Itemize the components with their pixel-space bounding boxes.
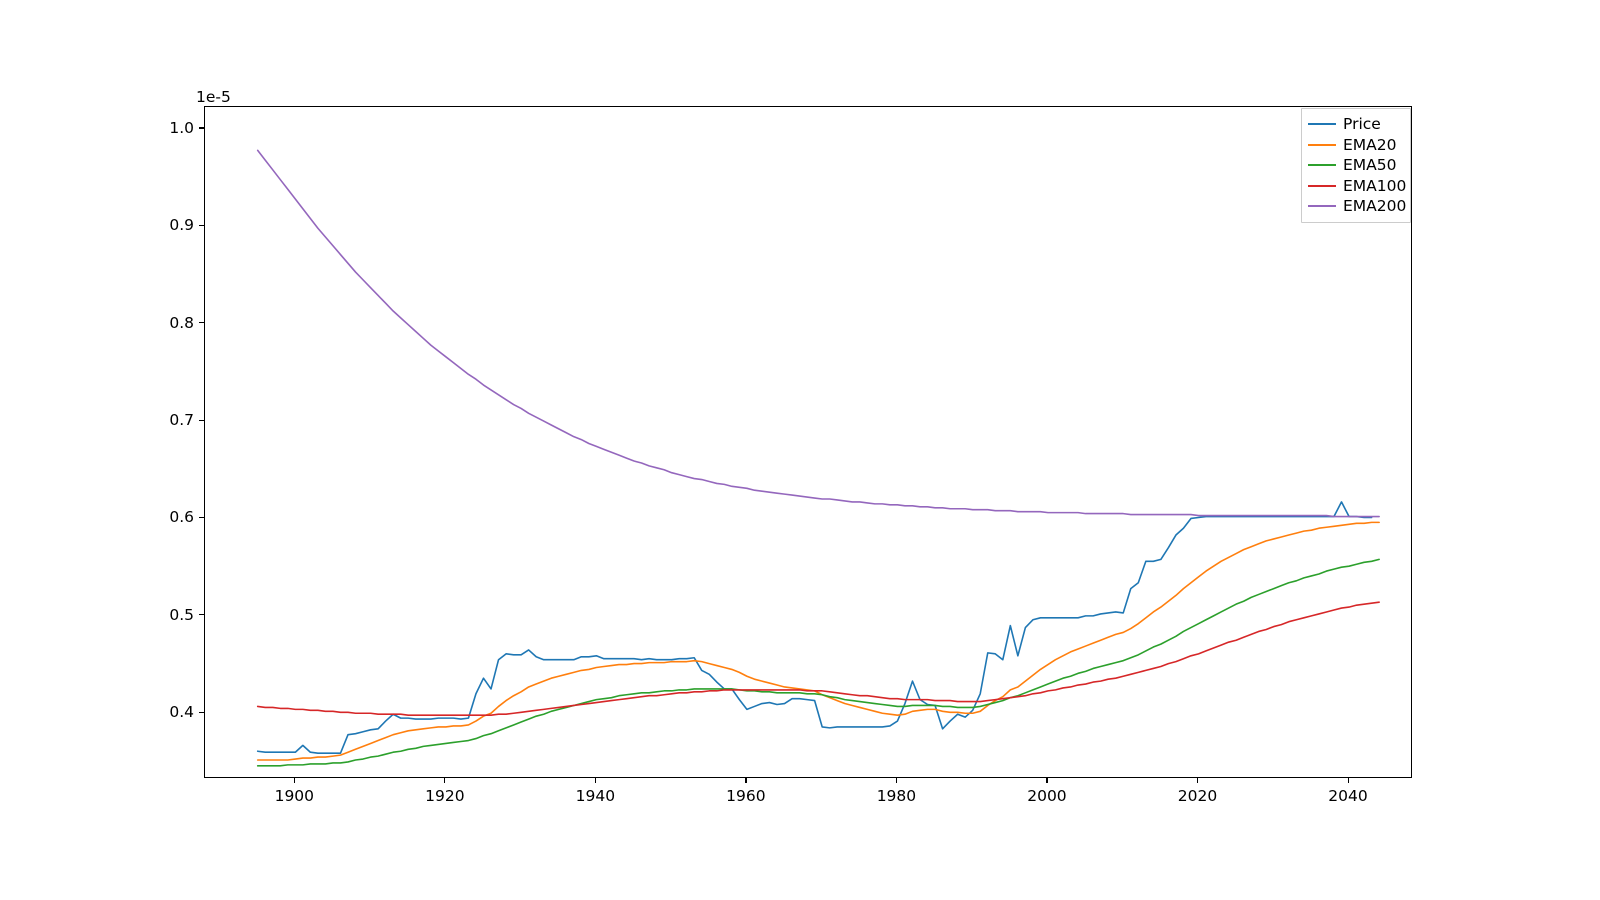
legend-color-swatch bbox=[1308, 205, 1336, 208]
y-tick-label: 0.7 bbox=[169, 411, 194, 430]
plot-area bbox=[204, 106, 1412, 778]
series-line-ema20 bbox=[256, 521, 1380, 761]
legend-label: EMA100 bbox=[1343, 176, 1407, 195]
series-line-ema200 bbox=[256, 149, 1380, 518]
legend-item-ema100[interactable]: EMA100 bbox=[1308, 176, 1407, 197]
y-tick-label: 0.4 bbox=[169, 703, 194, 722]
x-tick-label: 1920 bbox=[425, 787, 465, 805]
legend-item-ema50[interactable]: EMA50 bbox=[1308, 155, 1404, 176]
y-tick-label: 0.5 bbox=[169, 605, 194, 624]
legend-color-swatch bbox=[1308, 123, 1336, 126]
x-tick-label: 2040 bbox=[1328, 787, 1368, 805]
series-canvas bbox=[256, 149, 1380, 767]
legend[interactable]: Price EMA20 EMA50 EMA100 EMA200 bbox=[1301, 108, 1411, 223]
y-tick-label: 0.6 bbox=[169, 508, 194, 527]
x-tick-label: 2020 bbox=[1177, 787, 1218, 805]
series-line-ema100 bbox=[256, 601, 1380, 717]
legend-color-swatch bbox=[1308, 184, 1336, 187]
y-axis-offset-text: 1e-5 bbox=[196, 88, 231, 106]
x-tick-label: 1900 bbox=[274, 787, 315, 805]
y-tick-label: 0.9 bbox=[169, 216, 194, 235]
y-tick-label: 1.0 bbox=[169, 118, 194, 137]
x-tick-label: 2000 bbox=[1027, 787, 1067, 805]
series-line-ema50 bbox=[256, 558, 1380, 767]
legend-label: EMA200 bbox=[1343, 197, 1407, 215]
legend-color-swatch bbox=[1308, 164, 1336, 167]
legend-item-price[interactable]: Price bbox=[1308, 114, 1404, 135]
x-tick-label: 1960 bbox=[726, 787, 766, 805]
series-line-price bbox=[256, 501, 1373, 754]
legend-label: Price bbox=[1343, 115, 1381, 133]
legend-label: EMA20 bbox=[1343, 135, 1397, 154]
y-tick-label: 0.8 bbox=[169, 313, 194, 332]
x-tick-label: 1940 bbox=[575, 787, 616, 805]
legend-label: EMA50 bbox=[1343, 156, 1397, 174]
legend-color-swatch bbox=[1308, 143, 1336, 146]
x-tick-label: 1980 bbox=[876, 787, 917, 805]
legend-item-ema20[interactable]: EMA20 bbox=[1308, 135, 1404, 156]
legend-item-ema200[interactable]: EMA200 bbox=[1308, 196, 1407, 217]
